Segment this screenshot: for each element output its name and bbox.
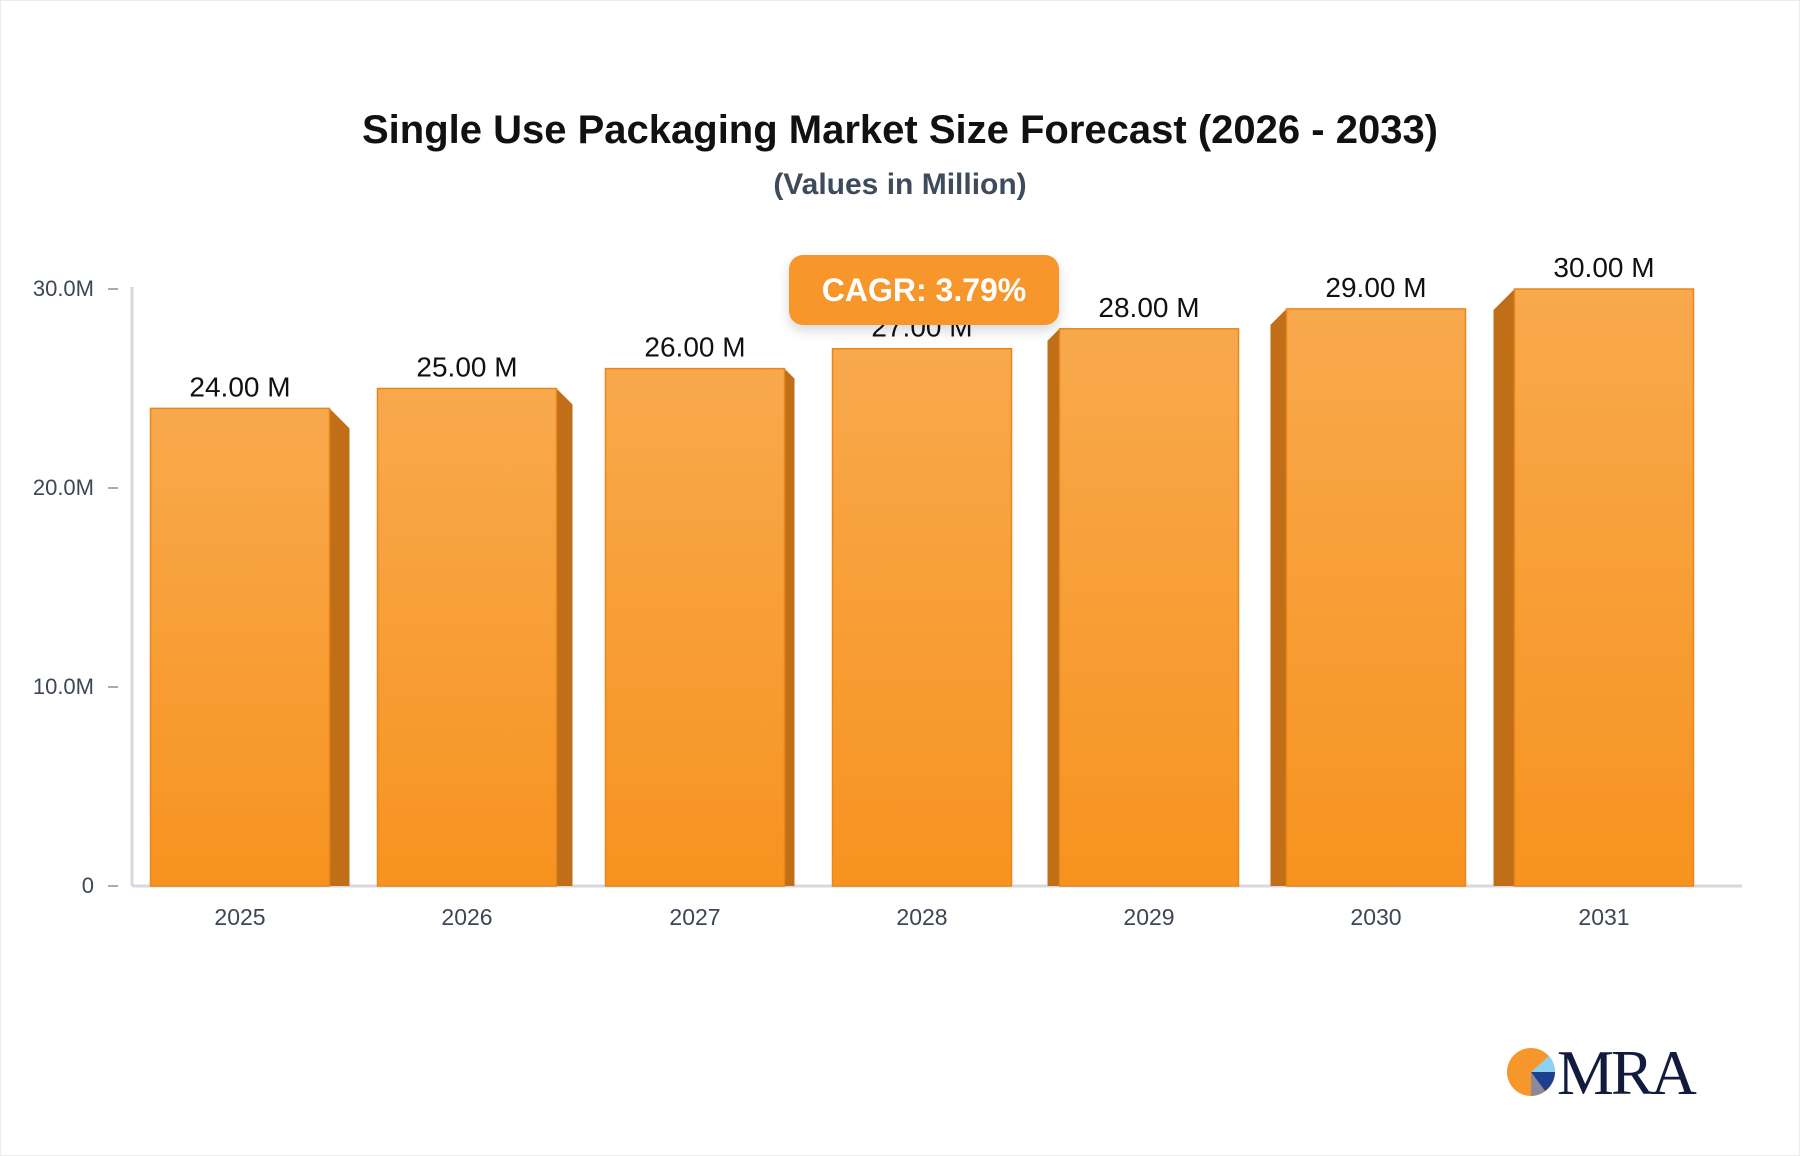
bar xyxy=(376,387,558,887)
logo-text: MRA xyxy=(1557,1037,1697,1108)
bar-side xyxy=(1270,308,1287,886)
data-label: 29.00 M xyxy=(1325,272,1426,303)
x-tick-label: 2029 xyxy=(1123,904,1174,930)
data-label: 28.00 M xyxy=(1098,292,1199,323)
data-label: 25.00 M xyxy=(416,352,517,383)
chart-title: Single Use Packaging Market Size Forecas… xyxy=(361,108,1439,152)
bar xyxy=(604,367,786,887)
chart-subtitle: (Values in Million) xyxy=(773,168,1027,201)
bar xyxy=(1285,308,1467,887)
bar xyxy=(831,347,1013,887)
bar-side xyxy=(556,388,573,886)
cagr-badge: CAGR: 3.79% xyxy=(789,255,1059,325)
y-tick-label: 10.0M xyxy=(33,674,94,699)
mra-logo: MRA xyxy=(1505,1037,1697,1108)
x-tick-label: 2031 xyxy=(1578,904,1629,930)
y-tick-label: 0 xyxy=(82,873,94,898)
bar-side xyxy=(1047,328,1060,886)
bar-side xyxy=(329,408,350,886)
data-label: 26.00 M xyxy=(644,332,745,363)
x-tick-label: 2028 xyxy=(896,904,947,930)
bar-side xyxy=(784,368,795,887)
bar xyxy=(149,407,331,887)
bar xyxy=(1058,328,1240,887)
logo-pie-icon xyxy=(1507,1048,1556,1096)
bar xyxy=(1513,288,1695,887)
x-tick-label: 2025 xyxy=(214,904,265,930)
bar-side xyxy=(1493,289,1515,886)
x-tick-label: 2026 xyxy=(441,904,492,930)
data-label: 24.00 M xyxy=(189,371,290,402)
data-label: 30.00 M xyxy=(1553,252,1654,283)
y-tick-label: 30.0M xyxy=(33,276,94,301)
x-tick-label: 2030 xyxy=(1350,904,1401,930)
x-tick-label: 2027 xyxy=(669,904,720,930)
y-tick-label: 20.0M xyxy=(33,475,94,500)
